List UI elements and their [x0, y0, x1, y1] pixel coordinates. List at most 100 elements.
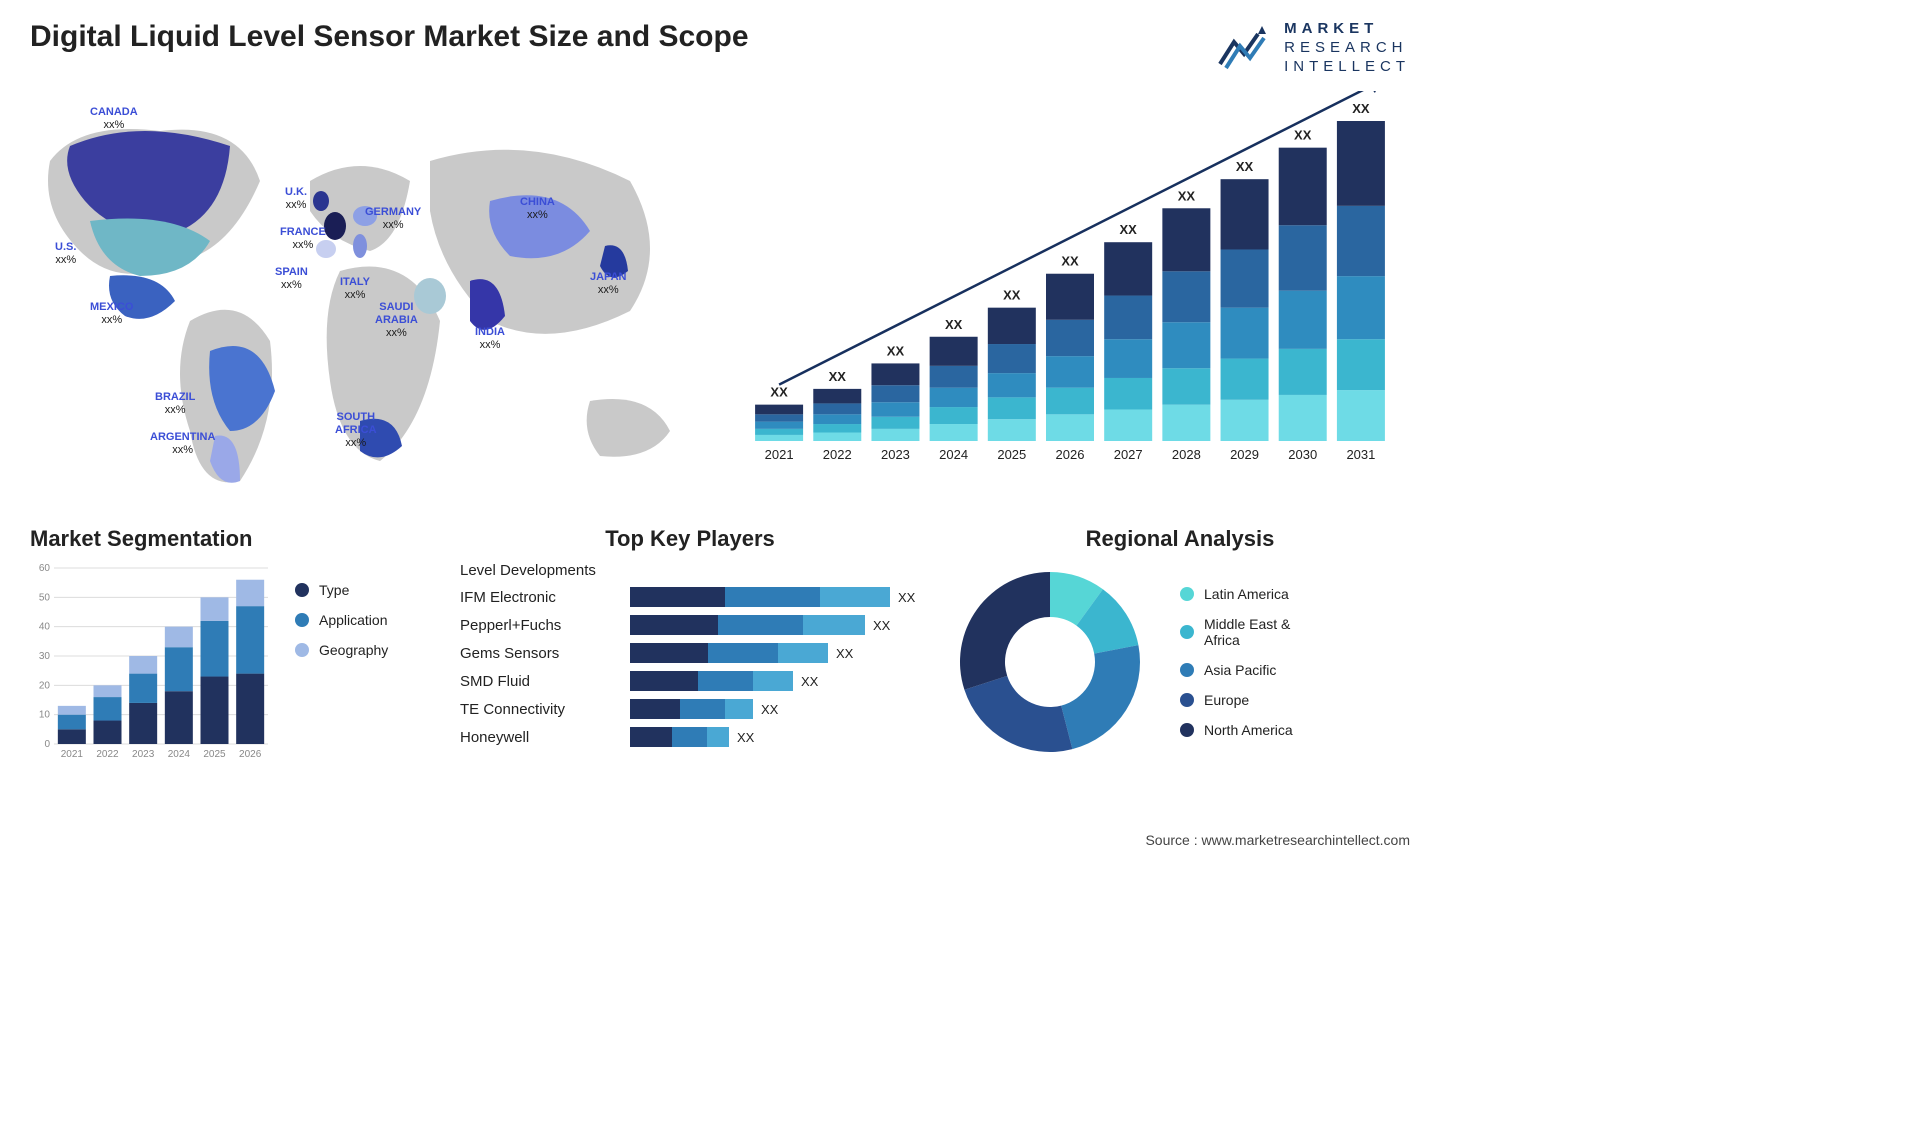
map-country-label: ARGENTINAxx% [150, 431, 215, 456]
regional-title: Regional Analysis [950, 526, 1410, 552]
logo-text: MARKET RESEARCH INTELLECT [1284, 20, 1410, 76]
segmentation-panel: Market Segmentation 01020304050602021202… [30, 526, 430, 762]
player-name: SMD Fluid [460, 673, 620, 690]
player-row: IFM ElectronicXX [460, 587, 920, 607]
map-country-label: JAPANxx% [590, 271, 626, 296]
map-country-label: ITALYxx% [340, 276, 370, 301]
logo-line3: INTELLECT [1284, 58, 1410, 77]
map-country-label: U.S.xx% [55, 241, 76, 266]
player-row: TE ConnectivityXX [460, 699, 920, 719]
player-value: XX [836, 646, 853, 661]
legend-dot-icon [295, 613, 309, 627]
player-bar [630, 587, 890, 607]
header: Digital Liquid Level Sensor Market Size … [30, 20, 1410, 76]
player-value: XX [898, 590, 915, 605]
player-bar [630, 727, 729, 747]
svg-text:40: 40 [39, 622, 51, 633]
legend-label: Type [319, 582, 349, 598]
trend-chart-panel: XX 2021 XX 2022 XX 2023 XX 2024 XX 2025 XX 2026 XX 20… [740, 91, 1410, 501]
player-name: Gems Sensors [460, 645, 620, 662]
svg-text:2023: 2023 [881, 447, 910, 462]
legend-label: Latin America [1204, 586, 1289, 602]
player-row: Pepperl+Fuchs XX [460, 615, 920, 635]
svg-text:2021: 2021 [765, 447, 794, 462]
svg-text:2028: 2028 [1172, 447, 1201, 462]
svg-text:XX: XX [770, 385, 788, 400]
legend-dot-icon [1180, 625, 1194, 639]
svg-text:2027: 2027 [1114, 447, 1143, 462]
legend-label: Geography [319, 642, 388, 658]
svg-text:60: 60 [39, 563, 51, 574]
player-name: Honeywell [460, 729, 620, 746]
map-country-label: CHINAxx% [520, 196, 555, 221]
map-country-label: SPAINxx% [275, 266, 308, 291]
svg-text:XX: XX [829, 369, 847, 384]
legend-dot-icon [295, 643, 309, 657]
player-row: Gems Sensors XX [460, 643, 920, 663]
map-country-label: GERMANYxx% [365, 206, 421, 231]
player-value: XX [801, 674, 818, 689]
legend-item: Geography [295, 642, 388, 658]
svg-text:2021: 2021 [61, 749, 84, 760]
map-country-label: INDIAxx% [475, 326, 505, 351]
player-value: XX [873, 618, 890, 633]
player-name: Level Developments [460, 562, 620, 579]
svg-text:30: 30 [39, 651, 51, 662]
svg-text:0: 0 [44, 739, 50, 750]
svg-text:XX: XX [1236, 159, 1254, 174]
player-name: Pepperl+Fuchs [460, 617, 620, 634]
legend-dot-icon [1180, 587, 1194, 601]
players-title: Top Key Players [460, 526, 920, 552]
svg-text:XX: XX [1352, 101, 1370, 116]
svg-text:2023: 2023 [132, 749, 155, 760]
player-row: Honeywell XX [460, 727, 920, 747]
segmentation-legend: Type Application Geography [295, 582, 388, 762]
svg-text:XX: XX [1178, 189, 1196, 204]
legend-label: Asia Pacific [1204, 662, 1276, 678]
map-country-label: SOUTHAFRICAxx% [335, 411, 377, 449]
svg-text:2022: 2022 [96, 749, 119, 760]
svg-text:2025: 2025 [997, 447, 1026, 462]
legend-dot-icon [1180, 693, 1194, 707]
svg-text:2026: 2026 [1056, 447, 1085, 462]
player-bar [630, 643, 828, 663]
legend-item: Europe [1180, 692, 1293, 708]
trend-chart: XX 2021 XX 2022 XX 2023 XX 2024 XX 2025 XX 2026 XX 20… [740, 91, 1400, 471]
regional-donut-chart [950, 562, 1150, 762]
legend-item: North America [1180, 722, 1293, 738]
regional-legend: Latin America Middle East &Africa Asia Pac… [1180, 586, 1293, 738]
legend-label: Europe [1204, 692, 1249, 708]
source-attribution: Source : www.marketresearchintellect.com [1145, 832, 1410, 848]
map-country-label: BRAZILxx% [155, 391, 195, 416]
player-value: XX [737, 730, 754, 745]
svg-text:XX: XX [1120, 222, 1138, 237]
svg-text:2024: 2024 [939, 447, 968, 462]
bottom-row: Market Segmentation 01020304050602021202… [30, 526, 1410, 762]
svg-text:XX: XX [887, 344, 905, 359]
svg-text:2024: 2024 [168, 749, 191, 760]
player-row: SMD Fluid XX [460, 671, 920, 691]
svg-text:XX: XX [1294, 128, 1312, 143]
svg-text:2025: 2025 [203, 749, 226, 760]
map-country-label: CANADAxx% [90, 106, 138, 131]
player-bar [630, 615, 865, 635]
svg-text:XX: XX [1061, 254, 1079, 269]
map-country-label: MEXICOxx% [90, 301, 133, 326]
svg-text:XX: XX [1003, 288, 1021, 303]
legend-item: Application [295, 612, 388, 628]
legend-dot-icon [1180, 723, 1194, 737]
legend-label: Middle East &Africa [1204, 616, 1290, 648]
legend-item: Type [295, 582, 388, 598]
svg-text:10: 10 [39, 710, 51, 721]
world-map-panel: CANADAxx% U.S.xx% MEXICOxx% BRAZILxx% ARGENT… [30, 91, 710, 501]
player-name: TE Connectivity [460, 701, 620, 718]
legend-item: Middle East &Africa [1180, 616, 1293, 648]
svg-text:50: 50 [39, 593, 51, 604]
map-country-label: FRANCExx% [280, 226, 326, 251]
svg-text:20: 20 [39, 681, 51, 692]
player-bar [630, 671, 793, 691]
player-bar [630, 699, 753, 719]
svg-text:2022: 2022 [823, 447, 852, 462]
legend-label: Application [319, 612, 388, 628]
legend-item: Asia Pacific [1180, 662, 1293, 678]
